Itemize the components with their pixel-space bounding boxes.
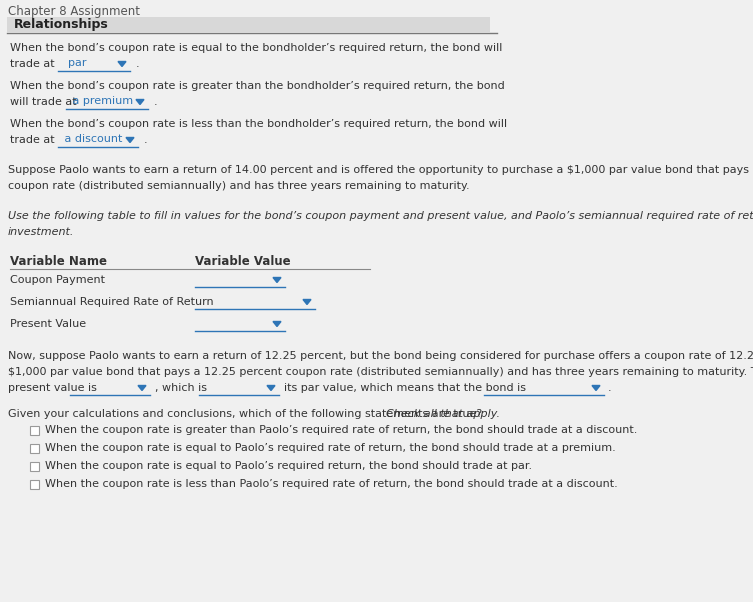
FancyBboxPatch shape <box>30 480 39 489</box>
Text: par: par <box>61 58 87 68</box>
Text: .: . <box>136 59 139 69</box>
Polygon shape <box>592 385 600 391</box>
FancyBboxPatch shape <box>30 426 39 435</box>
Text: Variable Value: Variable Value <box>195 255 291 268</box>
Text: Variable Name: Variable Name <box>10 255 107 268</box>
Text: a discount: a discount <box>61 134 123 144</box>
Polygon shape <box>126 137 134 143</box>
Text: Semiannual Required Rate of Return: Semiannual Required Rate of Return <box>10 297 214 307</box>
Text: .: . <box>608 383 611 393</box>
Text: .: . <box>144 135 148 145</box>
Polygon shape <box>138 385 146 391</box>
Text: When the coupon rate is equal to Paolo’s required return, the bond should trade : When the coupon rate is equal to Paolo’s… <box>45 461 532 471</box>
FancyBboxPatch shape <box>30 462 39 471</box>
Text: present value is: present value is <box>8 383 97 393</box>
Text: coupon rate (distributed semiannually) and has three years remaining to maturity: coupon rate (distributed semiannually) a… <box>8 181 470 191</box>
Text: Relationships: Relationships <box>14 18 108 31</box>
FancyBboxPatch shape <box>30 444 39 453</box>
Text: When the bond’s coupon rate is greater than the bondholder’s required return, th: When the bond’s coupon rate is greater t… <box>10 81 505 91</box>
Polygon shape <box>136 99 144 105</box>
Text: Present Value: Present Value <box>10 319 86 329</box>
Text: investment.: investment. <box>8 227 75 237</box>
Text: , which is: , which is <box>155 383 207 393</box>
Text: trade at: trade at <box>10 135 55 145</box>
Polygon shape <box>303 300 311 305</box>
FancyBboxPatch shape <box>7 17 490 32</box>
Text: When the coupon rate is greater than Paolo’s required rate of return, the bond s: When the coupon rate is greater than Pao… <box>45 425 637 435</box>
Text: Coupon Payment: Coupon Payment <box>10 275 105 285</box>
Text: Suppose Paolo wants to earn a return of 14.00 percent and is offered the opportu: Suppose Paolo wants to earn a return of … <box>8 165 753 175</box>
Text: Given your calculations and conclusions, which of the following statements are t: Given your calculations and conclusions,… <box>8 409 486 419</box>
Text: .: . <box>154 97 157 107</box>
Polygon shape <box>267 385 275 391</box>
Text: trade at: trade at <box>10 59 55 69</box>
Text: When the bond’s coupon rate is less than the bondholder’s required return, the b: When the bond’s coupon rate is less than… <box>10 119 507 129</box>
Text: $1,000 par value bond that pays a 12.25 percent coupon rate (distributed semiann: $1,000 par value bond that pays a 12.25 … <box>8 367 753 377</box>
Text: Chapter 8 Assignment: Chapter 8 Assignment <box>8 5 140 18</box>
Text: a premium: a premium <box>69 96 133 106</box>
Text: will trade at: will trade at <box>10 97 77 107</box>
Text: Check all that apply.: Check all that apply. <box>386 409 500 419</box>
Text: Now, suppose Paolo wants to earn a return of 12.25 percent, but the bond being c: Now, suppose Paolo wants to earn a retur… <box>8 351 753 361</box>
Text: When the coupon rate is less than Paolo’s required rate of return, the bond shou: When the coupon rate is less than Paolo’… <box>45 479 617 489</box>
Polygon shape <box>273 321 281 326</box>
Text: its par value, which means that the bond is: its par value, which means that the bond… <box>284 383 526 393</box>
Polygon shape <box>273 278 281 282</box>
Text: When the coupon rate is equal to Paolo’s required rate of return, the bond shoul: When the coupon rate is equal to Paolo’s… <box>45 443 616 453</box>
Text: Use the following table to fill in values for the bond’s coupon payment and pres: Use the following table to fill in value… <box>8 211 753 221</box>
Polygon shape <box>118 61 126 66</box>
Text: When the bond’s coupon rate is equal to the bondholder’s required return, the bo: When the bond’s coupon rate is equal to … <box>10 43 502 53</box>
